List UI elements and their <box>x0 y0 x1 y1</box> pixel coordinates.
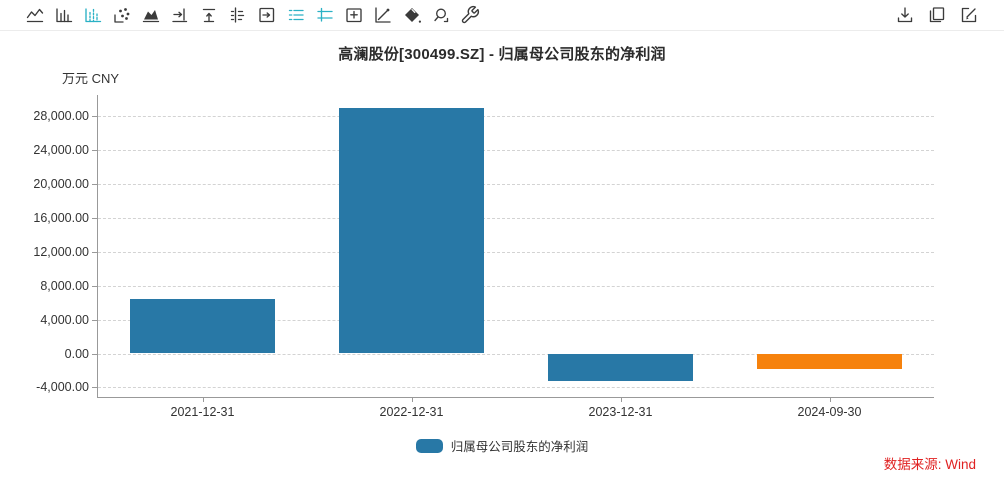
bar-2021-12-31[interactable] <box>130 299 275 354</box>
y-axis-tick <box>92 149 98 151</box>
legend: 归属母公司股东的净利润 <box>0 436 1004 455</box>
y-axis-label: 20,000.00 <box>33 176 89 191</box>
gridline-0 <box>98 353 934 355</box>
axis-shift-right-icon[interactable] <box>170 5 190 25</box>
export-box-icon[interactable] <box>257 5 277 25</box>
y-axis-tick <box>92 387 98 389</box>
y-axis-label: 0.00 <box>64 346 89 361</box>
x-axis-tick <box>202 397 204 402</box>
download-icon[interactable] <box>895 5 915 25</box>
chart-title: 高澜股份[300499.SZ] - 归属母公司股东的净利润 <box>338 46 666 63</box>
x-axis-label-2021-12-31: 2021-12-31 <box>170 405 235 419</box>
column-chart-icon[interactable] <box>54 5 74 25</box>
copy-icon[interactable] <box>927 5 947 25</box>
dotted-column-chart-icon[interactable] <box>83 5 103 25</box>
y-axis-tick <box>92 217 98 219</box>
axis-settings-icon[interactable] <box>228 5 248 25</box>
y-axis-tick <box>92 285 98 287</box>
y-axis-tick <box>92 319 98 321</box>
zoom-region-icon[interactable] <box>344 5 364 25</box>
axis-shift-up-icon[interactable] <box>199 5 219 25</box>
gridline-20000 <box>98 183 934 185</box>
scatter-chart-icon[interactable] <box>112 5 132 25</box>
legend-swatch <box>415 438 443 453</box>
legend-list-icon[interactable] <box>286 5 306 25</box>
data-source-note: 数据来源: Wind <box>883 457 976 472</box>
y-axis-label: 12,000.00 <box>33 244 89 259</box>
y-axis-label: 4,000.00 <box>40 312 89 327</box>
y-axis-label: 28,000.00 <box>33 108 89 123</box>
x-axis-label-2024-09-30: 2024-09-30 <box>797 405 862 419</box>
toolbar-left-group <box>25 5 480 25</box>
gridline-16000 <box>98 217 934 219</box>
bar-2023-12-31[interactable] <box>548 353 693 381</box>
gridline-28000 <box>98 115 934 117</box>
gridline-24000 <box>98 149 934 151</box>
y-axis-label: 8,000.00 <box>40 278 89 293</box>
gridline--4000 <box>98 387 934 389</box>
edit-icon[interactable] <box>959 5 979 25</box>
gridline-12000 <box>98 251 934 253</box>
bar-2024-09-30[interactable] <box>757 353 902 370</box>
legend-item[interactable]: 归属母公司股东的净利润 <box>415 436 589 455</box>
magnifier-icon[interactable] <box>431 5 451 25</box>
legend-label: 归属母公司股东的净利润 <box>450 440 589 454</box>
y-axis-tick <box>92 183 98 185</box>
x-axis-tick <box>620 397 622 402</box>
bar-2022-12-31[interactable] <box>339 108 484 354</box>
y-axis-unit-label: 万元 CNY <box>62 71 120 86</box>
x-axis-tick <box>411 397 413 402</box>
y-axis-tick <box>92 353 98 355</box>
line-chart-icon[interactable] <box>25 5 45 25</box>
grid-lines-icon[interactable] <box>315 5 335 25</box>
x-axis-label-2022-12-31: 2022-12-31 <box>379 405 444 419</box>
y-axis-label: 24,000.00 <box>33 142 89 157</box>
x-axis-tick <box>829 397 831 402</box>
y-axis-tick <box>92 115 98 117</box>
y-axis-label: -4,000.00 <box>36 380 89 395</box>
trend-line-icon[interactable] <box>373 5 393 25</box>
gridline-4000 <box>98 319 934 321</box>
y-axis-label: 16,000.00 <box>33 210 89 225</box>
chart-toolbar <box>0 0 1004 31</box>
y-axis-tick <box>92 251 98 253</box>
toolbar-right-group <box>895 5 979 25</box>
fill-style-icon[interactable] <box>402 5 422 25</box>
x-axis-label-2023-12-31: 2023-12-31 <box>588 405 653 419</box>
wrench-icon[interactable] <box>460 5 480 25</box>
gridline-8000 <box>98 285 934 287</box>
plot-area: -4,000.00 0.00 4,000.00 8,000.00 12,000.00 16… <box>33 95 934 419</box>
area-chart-icon[interactable] <box>141 5 161 25</box>
